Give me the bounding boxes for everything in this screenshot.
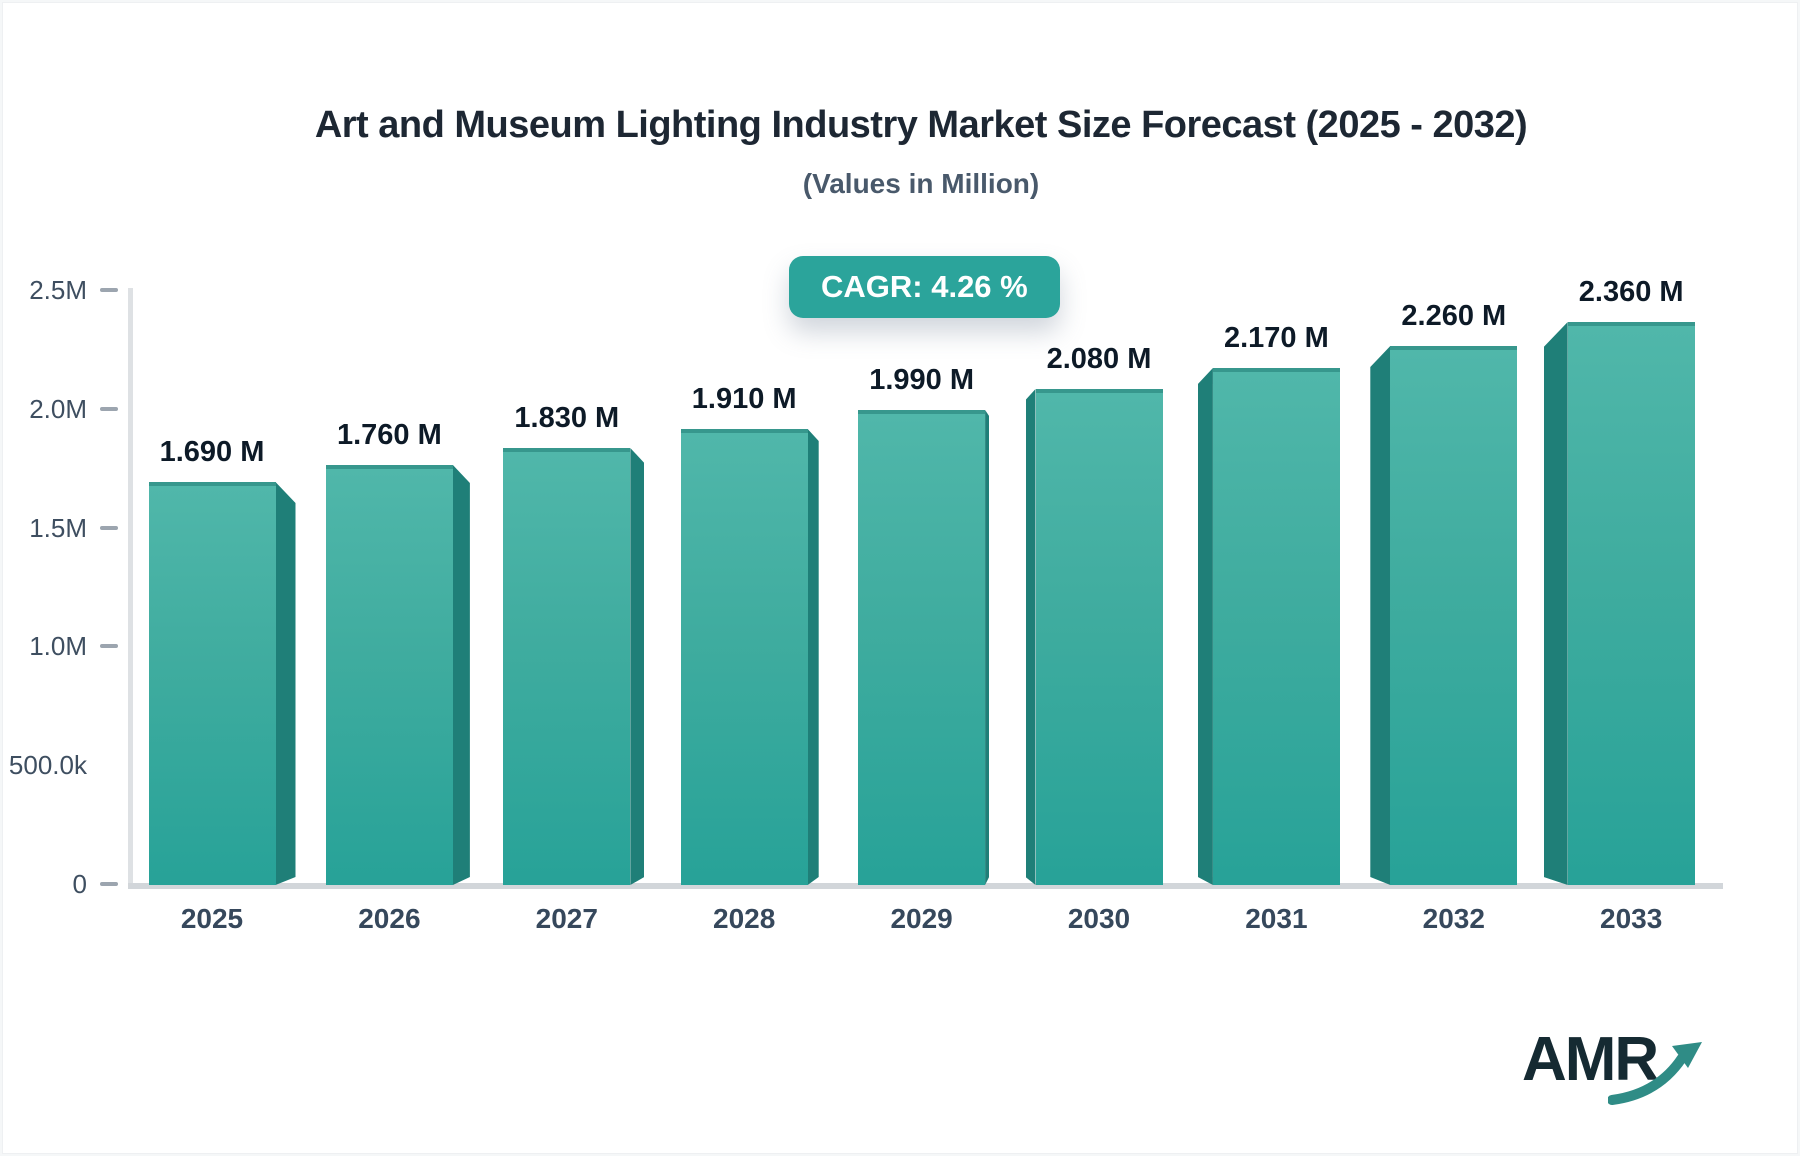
bar-value-label: 1.910 M [691,383,797,415]
bar-side-face [630,448,644,885]
bar-value-label: 2.260 M [1401,300,1507,332]
bar-2027 [503,448,631,885]
brand-logo: AMR [1522,1024,1722,1114]
y-tick-mark [100,525,118,530]
y-tick-mark [100,406,118,411]
bar-side-face [1544,322,1568,885]
bar-value-label: 1.690 M [159,436,265,468]
bar-side-face [1026,389,1036,885]
chart-title: Art and Museum Lighting Industry Market … [314,104,1528,146]
bar-value-label: 2.360 M [1578,276,1684,308]
y-tick-label: 500.0k [8,750,87,780]
x-tick-label-2028: 2028 [713,903,776,934]
y-tick-label: 1.0M [29,631,87,662]
y-tick-label: 1.5M [29,512,87,543]
y-tick-label: 2.5M [29,275,87,305]
bar-value-label: 1.830 M [514,402,620,434]
cagr-badge: CAGR: 4.26 % [789,256,1060,318]
x-tick-label-2032: 2032 [1422,903,1485,934]
bar-side-face [985,410,989,885]
bar-2025 [148,482,276,885]
bar-2033 [1567,322,1695,885]
y-tick-mark [100,644,118,649]
bar-value-label: 1.990 M [869,364,974,396]
y-tick-mark [100,881,118,886]
x-tick-label-2025: 2025 [180,903,244,934]
x-tick-label-2031: 2031 [1245,903,1308,934]
x-axis-baseline [128,883,1723,889]
bar-side-face [1198,368,1213,885]
bar-side-face [453,465,470,885]
bar-2029 [858,410,986,885]
y-tick-mark [100,288,118,292]
x-tick-label-2030: 2030 [1067,903,1131,934]
bar-side-face [1370,346,1390,885]
y-tick-label: 0 [72,868,87,899]
y-axis-line [128,288,133,889]
bar-2032 [1390,346,1518,885]
bar-value-label: 2.080 M [1046,343,1152,375]
x-tick-label-2026: 2026 [358,903,421,934]
bar-2026 [325,465,453,885]
x-tick-label-2029: 2029 [890,903,953,934]
bar-value-label: 2.170 M [1223,322,1329,354]
chart-subtitle: (Values in Million) [802,168,1040,199]
bar-side-face [276,482,296,885]
brand-logo-text: AMR [1522,1025,1659,1094]
x-tick-label-2027: 2027 [535,903,598,934]
bar-2031 [1212,368,1340,885]
x-tick-label-2033: 2033 [1600,903,1663,934]
y-tick-label: 2.0M [29,393,87,424]
growth-arrow-icon [1608,1042,1702,1105]
bar-2028 [680,429,808,885]
bar-2030 [1035,389,1163,885]
bar-side-face [808,429,819,885]
bar-value-label: 1.760 M [336,419,442,451]
